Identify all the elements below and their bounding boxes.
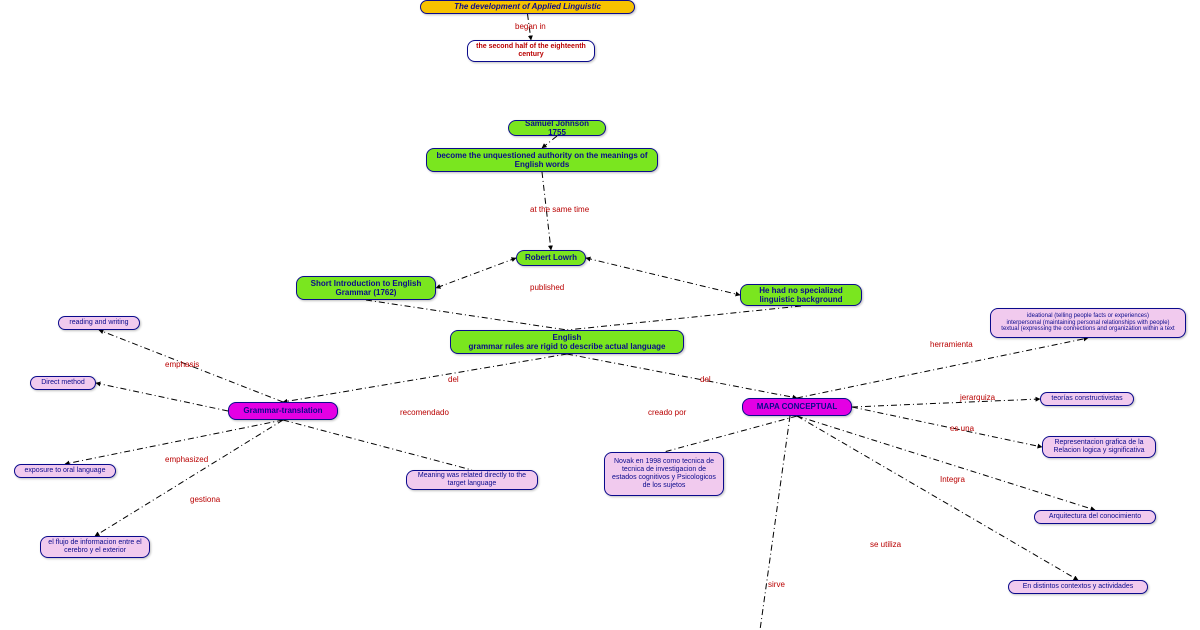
node-ideational: ideational (telling people facts or expe…: [990, 308, 1186, 338]
edge-5: [366, 300, 567, 330]
node-direct: Direct method: [30, 376, 96, 390]
node-century: the second half of the eighteenth centur…: [467, 40, 595, 62]
edge-label-8: del: [700, 375, 711, 384]
edge-4: [586, 258, 740, 295]
edge-20: [760, 416, 790, 630]
edge-label-0: began in: [515, 22, 546, 31]
node-arq: Arquitectura del conocimiento: [1034, 510, 1156, 524]
edge-1: [542, 136, 557, 148]
edge-label-7: del: [448, 375, 459, 384]
node-johnson: Samuel Johnson 1755: [508, 120, 606, 136]
edge-10: [96, 383, 228, 411]
node-lowrh: Robert Lowrh: [516, 250, 586, 266]
edge-19: [797, 416, 1078, 580]
edge-17: [852, 407, 1042, 447]
edge-label-17: es una: [950, 424, 974, 433]
edge-16: [852, 399, 1040, 407]
node-mapa: MAPA CONCEPTUAL: [742, 398, 852, 416]
edge-18: [797, 416, 1095, 510]
node-meaning: Meaning was related directly to the targ…: [406, 470, 538, 490]
edge-8: [567, 354, 797, 398]
node-nospec: He had no specialized linguistic backgro…: [740, 284, 862, 306]
node-authority: become the unquestioned authority on the…: [426, 148, 658, 172]
node-reading: reading and writing: [58, 316, 140, 330]
edge-label-12: gestiona: [190, 495, 220, 504]
edge-13: [283, 420, 472, 470]
node-short: Short Introduction to English Grammar (1…: [296, 276, 436, 300]
edge-label-14: creado por: [648, 408, 686, 417]
node-teorias: teorías constructivistas: [1040, 392, 1134, 406]
edge-label-11: emphasized: [165, 455, 208, 464]
edge-label-3: published: [530, 283, 564, 292]
node-title: The development of Applied Linguistic: [420, 0, 635, 14]
edge-6: [567, 306, 801, 330]
edge-label-9: emphasis: [165, 360, 199, 369]
edge-label-20: sirve: [768, 580, 785, 589]
node-english: Englishgrammar rules are rigid to descri…: [450, 330, 684, 354]
node-grammar: Grammar-translation: [228, 402, 338, 420]
node-repr: Representacion grafica de la Relacion lo…: [1042, 436, 1156, 458]
node-exposure: exposure to oral language: [14, 464, 116, 478]
edge-7: [283, 354, 567, 402]
edge-label-13: recomendado: [400, 408, 449, 417]
edge-label-18: Integra: [940, 475, 965, 484]
edge-label-15: herramienta: [930, 340, 973, 349]
edge-12: [95, 420, 283, 536]
edge-14: [664, 416, 797, 452]
node-contextos: En distintos contextos y actividades: [1008, 580, 1148, 594]
edge-label-19: se utiliza: [870, 540, 901, 549]
edge-label-2: at the same time: [530, 205, 589, 214]
edge-3: [436, 258, 516, 288]
node-flujo: el flujo de informacion entre el cerebro…: [40, 536, 150, 558]
node-novak: Novak en 1998 como tecnica de tecnica de…: [604, 452, 724, 496]
edge-label-16: jerarquiza: [960, 393, 995, 402]
